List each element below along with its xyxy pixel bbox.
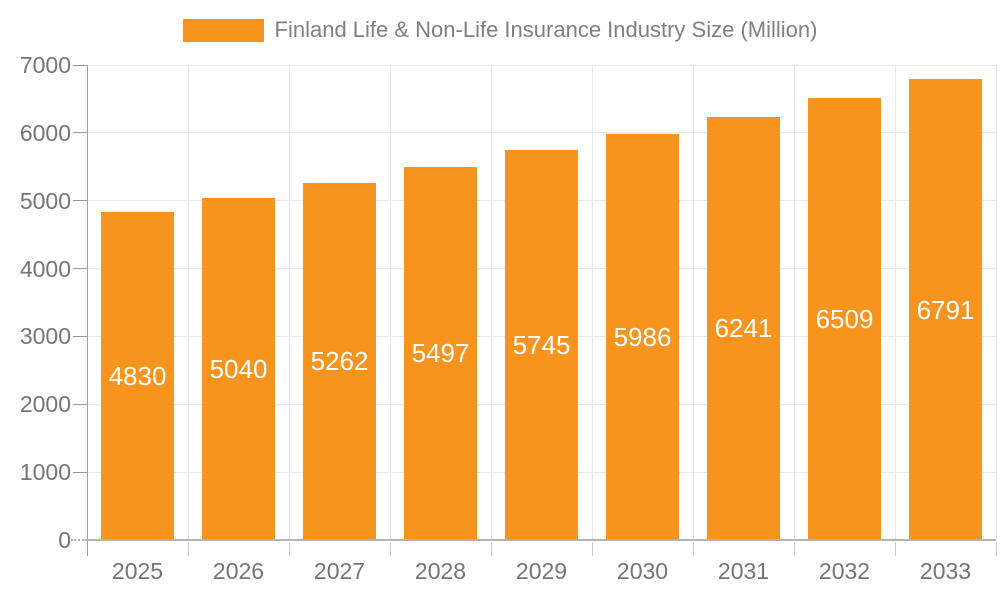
x-gridline <box>187 65 189 540</box>
chart-title: Finland Life & Non-Life Insurance Indust… <box>274 17 818 42</box>
y-gridline <box>87 132 996 134</box>
y-axis-line <box>87 65 88 556</box>
y-axis-tick <box>73 200 87 202</box>
y-axis-tick-label: 5000 <box>19 187 71 214</box>
y-axis-tick <box>73 335 87 337</box>
x-gridline <box>490 65 492 540</box>
y-axis-tick-label: 7000 <box>19 52 71 78</box>
x-gridline <box>288 65 290 540</box>
x-gridline <box>692 65 694 540</box>
x-axis-tick-label: 2030 <box>616 558 669 584</box>
y-axis-tick-label: 1000 <box>19 459 71 486</box>
y-gridline <box>87 64 996 66</box>
y-axis-tick <box>73 64 87 66</box>
x-gridline <box>995 65 997 540</box>
y-axis-tick <box>73 132 87 134</box>
bar-value-label: 5262 <box>310 346 369 377</box>
bar[interactable] <box>707 116 780 540</box>
bar[interactable] <box>808 98 881 540</box>
x-axis-tick <box>995 542 997 556</box>
x-axis-line <box>87 539 996 541</box>
bar[interactable] <box>909 79 982 540</box>
bar-value-label: 6791 <box>916 294 975 325</box>
x-axis-tick <box>591 542 593 556</box>
chart-legend[interactable]: Finland Life & Non-Life Insurance Indust… <box>0 17 1000 43</box>
x-axis-tick-label: 2025 <box>111 558 164 584</box>
bar-value-label: 5745 <box>512 330 571 361</box>
x-axis-tick-label: 2026 <box>212 558 265 584</box>
bar[interactable] <box>303 182 376 540</box>
x-axis-tick <box>692 542 694 556</box>
bar-value-label: 4830 <box>108 361 167 392</box>
y-axis-tick-label: 2000 <box>19 391 71 418</box>
x-axis-tick <box>894 542 896 556</box>
x-axis-tick-label: 2033 <box>919 558 972 584</box>
bar-value-label: 5986 <box>613 321 672 352</box>
y-axis-tick <box>73 403 87 405</box>
bar-value-label: 6509 <box>815 304 874 335</box>
x-axis-tick <box>187 542 189 556</box>
bar[interactable] <box>606 133 679 540</box>
x-axis-tick <box>288 542 290 556</box>
y-axis-tick-label: 0 <box>58 527 71 553</box>
x-axis-tick-label: 2031 <box>717 558 770 584</box>
x-axis-tick-label: 2028 <box>414 558 467 584</box>
x-axis-tick-label: 2027 <box>313 558 366 584</box>
x-axis-tick <box>793 542 795 556</box>
y-axis-tick <box>73 268 87 270</box>
x-axis-tick <box>490 542 492 556</box>
y-axis-tick-label: 6000 <box>19 119 71 146</box>
bar[interactable] <box>202 198 275 540</box>
x-axis-tick-label: 2032 <box>818 558 871 584</box>
y-axis-tick <box>73 471 87 473</box>
bar[interactable] <box>404 166 477 540</box>
x-axis-tick <box>389 542 391 556</box>
bar-value-label: 5040 <box>209 354 268 384</box>
y-axis-zero-tick <box>71 539 87 541</box>
x-gridline <box>894 65 896 540</box>
y-axis-tick-label: 4000 <box>19 255 71 282</box>
x-gridline <box>389 65 391 540</box>
bar-value-label: 6241 <box>714 313 773 344</box>
bar[interactable] <box>505 150 578 540</box>
bar-value-label: 5497 <box>411 338 470 369</box>
x-axis-tick-label: 2029 <box>515 558 568 584</box>
y-axis-tick-label: 3000 <box>19 323 71 350</box>
legend-swatch <box>182 18 264 42</box>
bar[interactable] <box>101 212 174 540</box>
x-gridline <box>793 65 795 540</box>
x-gridline <box>591 65 593 540</box>
